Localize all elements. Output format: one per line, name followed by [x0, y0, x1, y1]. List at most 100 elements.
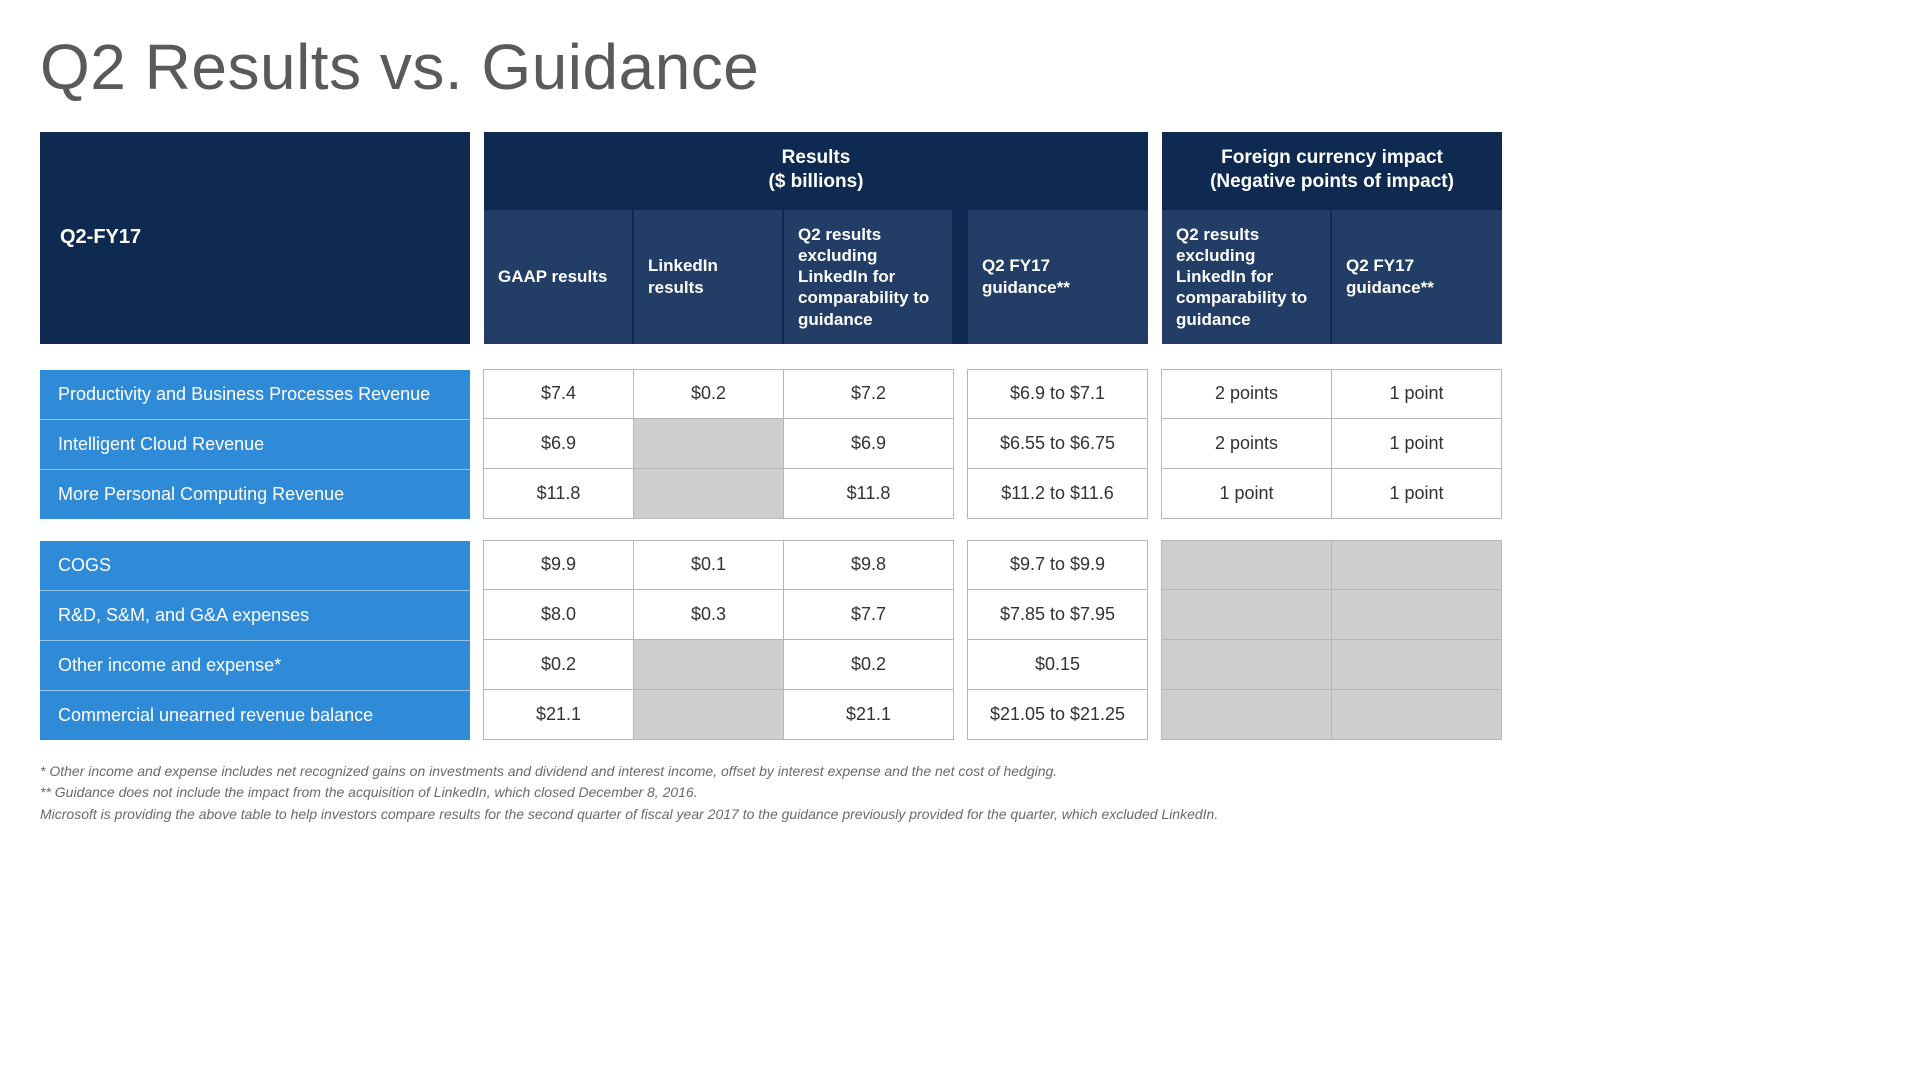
header-guidance: Q2 FY17 guidance** [968, 208, 1148, 344]
column-gap [954, 208, 968, 344]
cell-fx-guidance [1331, 639, 1502, 690]
spacer [784, 344, 954, 370]
cell-gaap: $21.1 [483, 689, 634, 740]
column-gap [470, 690, 484, 740]
cell-linkedin: $0.2 [633, 369, 784, 419]
group-spacer [470, 519, 484, 541]
column-gap [470, 370, 484, 419]
column-gap [470, 640, 484, 690]
footnote-2: ** Guidance does not include the impact … [40, 783, 1872, 803]
row-label-g1-2: More Personal Computing Revenue [40, 469, 470, 519]
column-gap [1148, 640, 1162, 690]
header-excluding-linkedin: Q2 results excluding LinkedIn for compar… [784, 208, 954, 344]
spacer [954, 344, 968, 370]
cell-fx-excluding-linkedin [1161, 689, 1332, 740]
cell-excluding-linkedin: $0.2 [783, 639, 954, 690]
footnote-1: * Other income and expense includes net … [40, 762, 1872, 782]
cell-linkedin: $0.1 [633, 540, 784, 590]
column-gap [954, 690, 968, 740]
group-spacer [954, 519, 968, 541]
spacer [484, 344, 634, 370]
row-label-g2-2: Other income and expense* [40, 640, 470, 690]
group-spacer [484, 519, 634, 541]
cell-gaap: $11.8 [483, 468, 634, 519]
cell-fx-excluding-linkedin [1161, 589, 1332, 640]
header-linkedin: LinkedIn results [634, 208, 784, 344]
group-spacer [1148, 519, 1162, 541]
cell-guidance: $0.15 [967, 639, 1148, 690]
group-spacer [784, 519, 954, 541]
page-title: Q2 Results vs. Guidance [40, 30, 1872, 104]
row-label-g1-0: Productivity and Business Processes Reve… [40, 370, 470, 419]
cell-guidance: $7.85 to $7.95 [967, 589, 1148, 640]
cell-linkedin [633, 418, 784, 469]
row-label-g2-0: COGS [40, 541, 470, 590]
cell-guidance: $9.7 to $9.9 [967, 540, 1148, 590]
spacer [634, 344, 784, 370]
cell-fx-guidance: 1 point [1331, 418, 1502, 469]
column-gap [1148, 541, 1162, 590]
header-period: Q2-FY17 [40, 132, 470, 344]
cell-guidance: $11.2 to $11.6 [967, 468, 1148, 519]
cell-fx-excluding-linkedin [1161, 639, 1332, 690]
cell-fx-excluding-linkedin [1161, 540, 1332, 590]
cell-guidance: $6.9 to $7.1 [967, 369, 1148, 419]
header-gaap: GAAP results [484, 208, 634, 344]
cell-excluding-linkedin: $21.1 [783, 689, 954, 740]
row-label-g1-1: Intelligent Cloud Revenue [40, 419, 470, 469]
cell-excluding-linkedin: $9.8 [783, 540, 954, 590]
cell-linkedin: $0.3 [633, 589, 784, 640]
cell-gaap: $6.9 [483, 418, 634, 469]
column-gap [1148, 590, 1162, 640]
cell-guidance: $6.55 to $6.75 [967, 418, 1148, 469]
cell-excluding-linkedin: $7.2 [783, 369, 954, 419]
cell-linkedin [633, 689, 784, 740]
cell-linkedin [633, 639, 784, 690]
cell-gaap: $7.4 [483, 369, 634, 419]
group-spacer [1162, 519, 1332, 541]
column-gap [470, 469, 484, 519]
cell-excluding-linkedin: $7.7 [783, 589, 954, 640]
spacer [470, 344, 484, 370]
group-spacer [40, 519, 470, 541]
group-spacer [634, 519, 784, 541]
column-gap [1148, 370, 1162, 419]
cell-gaap: $0.2 [483, 639, 634, 690]
row-label-g2-1: R&D, S&M, and G&A expenses [40, 590, 470, 640]
column-gap [954, 640, 968, 690]
cell-fx-guidance [1331, 540, 1502, 590]
row-label-g2-3: Commercial unearned revenue balance [40, 690, 470, 740]
column-gap [470, 419, 484, 469]
spacer [1332, 344, 1502, 370]
column-gap [1148, 690, 1162, 740]
cell-gaap: $8.0 [483, 589, 634, 640]
spacer [40, 344, 470, 370]
cell-fx-guidance: 1 point [1331, 468, 1502, 519]
spacer [1148, 344, 1162, 370]
column-gap [954, 419, 968, 469]
spacer [968, 344, 1148, 370]
cell-fx-guidance [1331, 689, 1502, 740]
header-fx-excluding-linkedin: Q2 results excluding LinkedIn for compar… [1162, 208, 1332, 344]
column-gap [954, 469, 968, 519]
column-gap [954, 541, 968, 590]
cell-fx-excluding-linkedin: 2 points [1161, 418, 1332, 469]
column-gap [954, 590, 968, 640]
footnote-3: Microsoft is providing the above table t… [40, 805, 1872, 825]
cell-fx-guidance [1331, 589, 1502, 640]
results-table: Q2-FY17Results($ billions)Foreign curren… [40, 132, 1872, 740]
header-fx-guidance: Q2 FY17 guidance** [1332, 208, 1502, 344]
cell-fx-excluding-linkedin: 1 point [1161, 468, 1332, 519]
column-gap [470, 590, 484, 640]
cell-fx-guidance: 1 point [1331, 369, 1502, 419]
column-gap [1148, 132, 1162, 344]
column-gap [1148, 419, 1162, 469]
cell-guidance: $21.05 to $21.25 [967, 689, 1148, 740]
footnotes: * Other income and expense includes net … [40, 762, 1872, 825]
spacer [1162, 344, 1332, 370]
cell-linkedin [633, 468, 784, 519]
group-spacer [968, 519, 1148, 541]
cell-excluding-linkedin: $6.9 [783, 418, 954, 469]
header-group-fx: Foreign currency impact(Negative points … [1162, 132, 1502, 208]
cell-gaap: $9.9 [483, 540, 634, 590]
